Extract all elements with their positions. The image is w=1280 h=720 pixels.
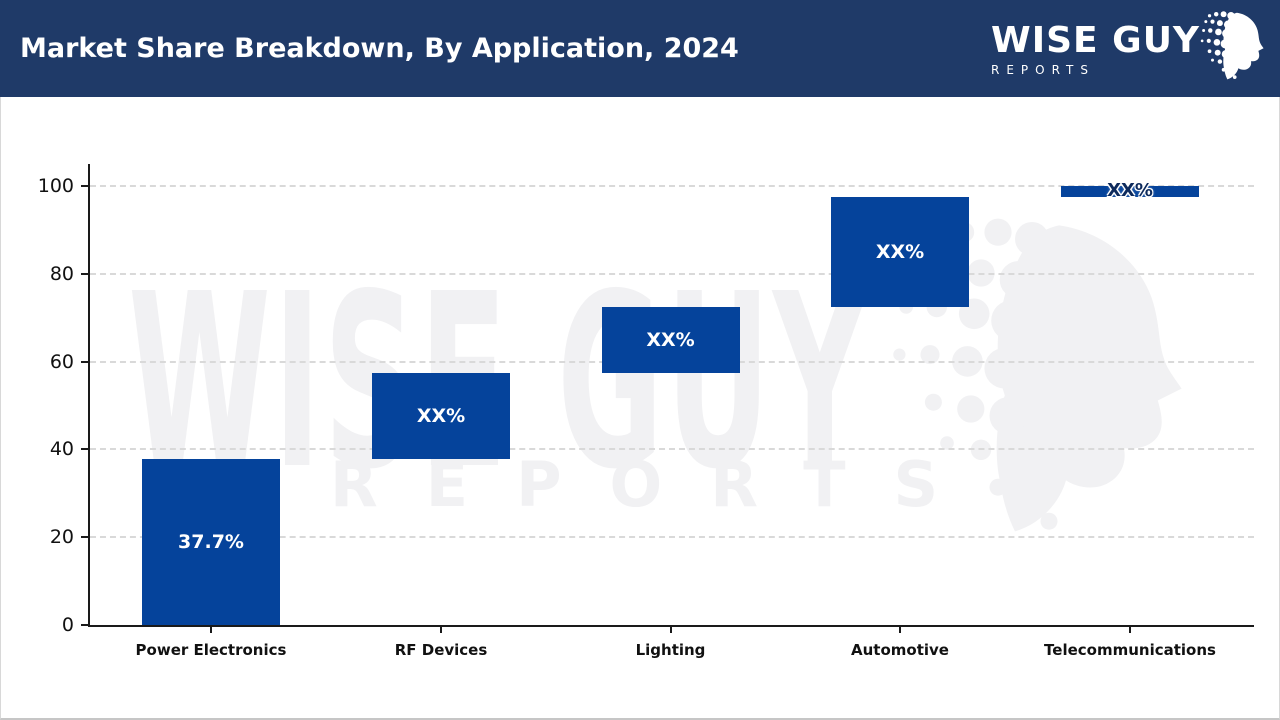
y-tick-mark [81, 272, 90, 275]
brand-subtitle: REPORTS [990, 63, 1095, 77]
bar-value-label: XX% [1107, 180, 1153, 202]
bar-value-label: 37.7% [178, 531, 244, 554]
bar-value-label: XX% [646, 328, 695, 351]
y-tick-mark [81, 536, 90, 539]
brand-head-icon [1194, 8, 1268, 90]
y-tick-mark [81, 185, 90, 187]
y-gridline [90, 536, 1254, 539]
y-tick-label: 60 [49, 350, 74, 373]
x-axis-spine [88, 625, 1254, 627]
brand-logo-text: WISE GUY REPORTS [990, 20, 1200, 78]
x-tick-mark [1129, 625, 1131, 633]
bar-segment [372, 372, 510, 460]
brand-logo: WISE GUY REPORTS [991, 8, 1268, 90]
y-tick-mark [81, 360, 90, 363]
y-tick-label: 20 [49, 526, 74, 549]
brand-name: WISE GUY [990, 20, 1200, 61]
x-tick-mark [899, 625, 901, 633]
x-tick-mark [210, 625, 212, 633]
page-title: Market Share Breakdown, By Application, … [20, 33, 739, 64]
header-bar: Market Share Breakdown, By Application, … [0, 0, 1280, 97]
x-axis-category-label: RF Devices [394, 641, 488, 659]
x-tick-mark [440, 625, 442, 633]
y-tick-mark [81, 624, 90, 626]
bar-value-label: XX% [875, 240, 925, 263]
x-axis-category-label: Automotive [851, 641, 949, 659]
bar-value-label: XX% [416, 405, 466, 428]
bar-segment [1061, 186, 1199, 197]
x-axis-category-label: Power Electronics [135, 641, 287, 659]
bar-segment [142, 459, 280, 625]
x-tick-mark [669, 625, 672, 633]
y-tick-label: 40 [49, 438, 74, 461]
y-tick-label: 80 [49, 262, 74, 285]
bar-segment [601, 306, 740, 373]
y-gridline [90, 185, 1254, 187]
y-gridline [90, 448, 1254, 451]
x-axis-category-label: Lighting [635, 641, 706, 659]
y-tick-label: 100 [37, 175, 74, 197]
y-tick-label: 0 [61, 614, 74, 636]
y-gridline [90, 272, 1254, 275]
y-axis-spine [88, 164, 90, 627]
y-tick-mark [81, 448, 90, 451]
x-axis-category-label: Telecommunications [1044, 641, 1216, 659]
